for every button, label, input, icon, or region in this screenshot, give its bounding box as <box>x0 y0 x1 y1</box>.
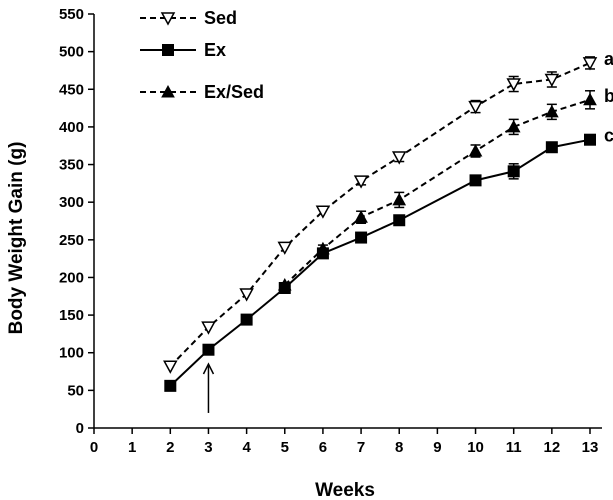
y-axis-ticks: 0 50 100 150 200 250 300 350 400 450 500 550 <box>59 6 94 437</box>
data-point <box>316 241 330 255</box>
data-point <box>391 151 407 165</box>
data-point <box>506 78 521 92</box>
series-line <box>284 98 591 286</box>
data-point <box>545 141 558 154</box>
x-tick-label: 5 <box>281 439 289 456</box>
legend-marker <box>160 12 176 26</box>
data-point <box>315 205 331 219</box>
x-tick-label: 7 <box>357 439 365 456</box>
x-tick-label: 8 <box>395 439 403 456</box>
data-point <box>277 241 293 255</box>
x-tick-label: 13 <box>582 439 599 456</box>
legend-item-ex-sed: Ex/Sed <box>140 82 264 102</box>
data-point <box>468 100 483 115</box>
x-tick-label: 2 <box>166 439 174 456</box>
data-point <box>582 57 598 71</box>
y-tick-label: 300 <box>59 194 84 211</box>
x-tick-label: 0 <box>90 439 98 456</box>
significance-label: a <box>604 49 613 69</box>
legend-label: Ex <box>204 40 226 60</box>
y-tick-label: 350 <box>59 157 84 174</box>
series-line <box>169 62 591 367</box>
significance-label: c <box>604 126 613 146</box>
x-tick-label: 3 <box>204 439 212 456</box>
legend-label: Ex/Sed <box>204 82 264 102</box>
y-tick-label: 150 <box>59 307 84 324</box>
data-point <box>164 379 177 392</box>
data-point <box>392 192 407 206</box>
data-point <box>468 143 483 157</box>
series-ex-sed: b <box>277 86 613 291</box>
significance-label: b <box>604 86 613 106</box>
series-layer: a cb <box>163 49 613 392</box>
data-point <box>240 313 253 326</box>
x-tick-label: 10 <box>467 439 484 456</box>
data-point <box>545 104 559 118</box>
legend-marker <box>161 84 175 98</box>
y-tick-label: 400 <box>59 119 84 136</box>
annotation-layer <box>202 362 215 413</box>
x-tick-label: 9 <box>433 439 441 456</box>
data-point <box>202 343 215 356</box>
y-tick-label: 50 <box>67 382 84 399</box>
x-tick-label: 12 <box>544 439 561 456</box>
x-tick-label: 6 <box>319 439 327 456</box>
y-tick-label: 450 <box>59 81 84 98</box>
legend: Sed Ex Ex/Sed <box>140 8 264 102</box>
data-point <box>583 92 597 106</box>
data-point <box>201 321 216 335</box>
x-tick-label: 1 <box>128 439 136 456</box>
data-point <box>506 119 521 133</box>
y-tick-label: 250 <box>59 232 84 249</box>
series-line <box>169 138 591 387</box>
data-point <box>277 277 292 291</box>
data-point <box>163 360 178 374</box>
x-tick-label: 11 <box>506 439 522 456</box>
x-tick-label: 4 <box>242 439 251 456</box>
legend-item-ex: Ex <box>140 40 226 60</box>
data-point <box>354 210 368 223</box>
y-axis-title: Body Weight Gain (g) <box>6 142 27 335</box>
data-point <box>355 231 368 244</box>
arrow-head <box>202 362 215 375</box>
data-point <box>393 214 406 227</box>
legend-label: Sed <box>204 8 237 28</box>
y-tick-label: 0 <box>76 420 84 437</box>
series-sed: a <box>163 49 613 374</box>
series-ex: c <box>164 126 613 392</box>
y-tick-label: 500 <box>59 44 84 61</box>
legend-item-sed: Sed <box>140 8 237 28</box>
data-point <box>353 175 369 189</box>
y-tick-label: 200 <box>59 269 84 286</box>
data-point <box>469 174 482 187</box>
data-point <box>584 133 596 146</box>
y-tick-label: 100 <box>59 345 84 362</box>
data-point <box>544 73 560 88</box>
x-axis-title: Weeks <box>315 480 375 500</box>
data-point <box>239 288 254 302</box>
x-axis-ticks: 0 1 2 3 4 5 6 7 8 9 10 11 12 13 <box>90 428 599 456</box>
y-tick-label: 550 <box>59 6 84 23</box>
legend-marker <box>162 44 174 56</box>
data-point <box>507 165 520 178</box>
